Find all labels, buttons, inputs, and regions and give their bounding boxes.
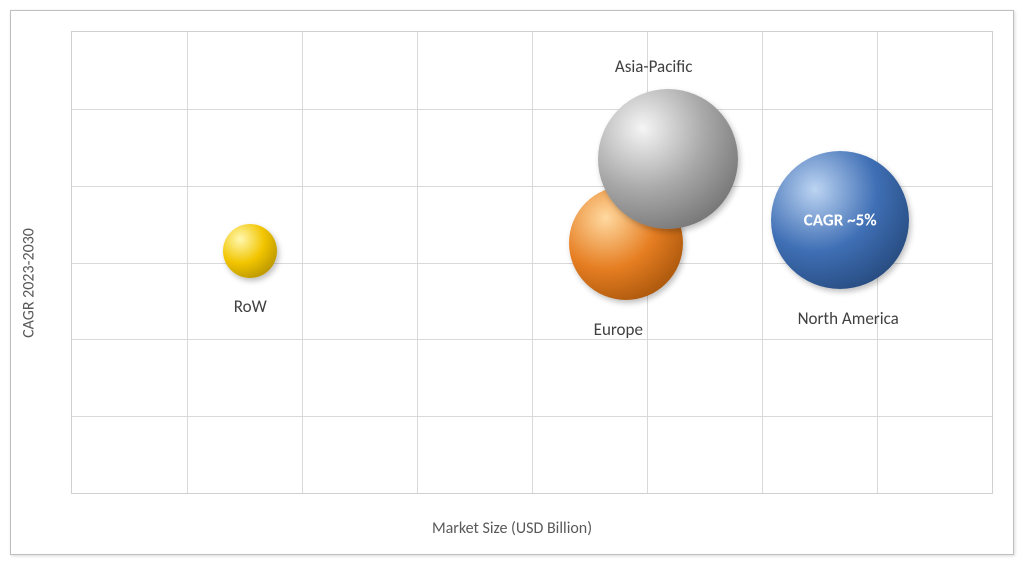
grid-line-horizontal xyxy=(72,339,992,340)
bubble-label-europe: Europe xyxy=(594,319,643,340)
y-axis-label: CAGR 2023-2030 xyxy=(20,228,39,338)
bubble-row xyxy=(223,224,277,278)
bubble-north-america: CAGR ~5% xyxy=(771,151,909,289)
bubble-inner-label: CAGR ~5% xyxy=(804,210,877,231)
grid-line-horizontal xyxy=(72,109,992,110)
bubble-label-north-america: North America xyxy=(798,308,899,329)
bubble-label-row: RoW xyxy=(234,296,267,317)
bubble-asia-pacific xyxy=(598,89,738,229)
x-axis-label: Market Size (USD Billion) xyxy=(432,519,592,538)
grid-line-horizontal xyxy=(72,416,992,417)
bubble-label-asia-pacific: Asia-Pacific xyxy=(615,56,693,77)
plot-area: RoW Europe Asia-Pacific CAGR ~5% North Ameri… xyxy=(71,31,993,494)
chart-container: RoW Europe Asia-Pacific CAGR ~5% North Ameri… xyxy=(10,10,1014,555)
